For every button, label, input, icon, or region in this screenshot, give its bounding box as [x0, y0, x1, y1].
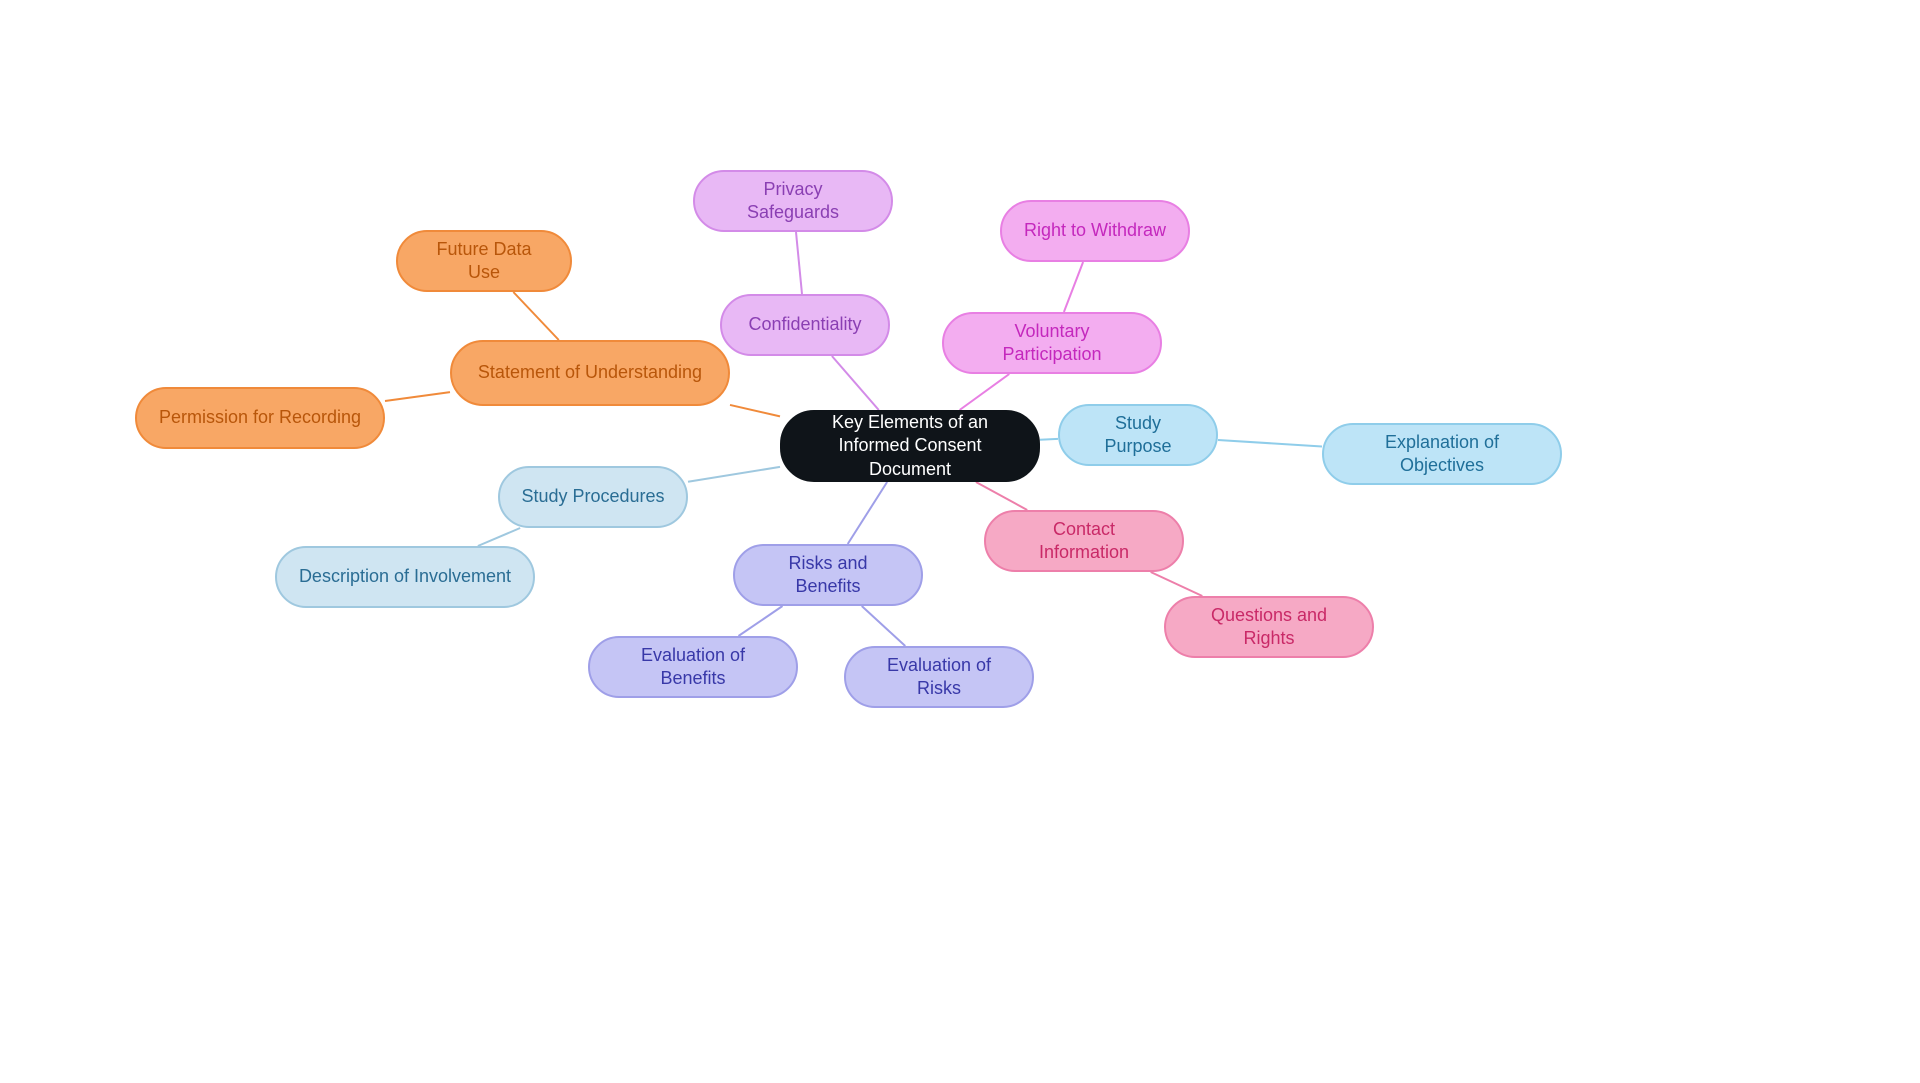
node-withdraw: Right to Withdraw [1000, 200, 1190, 262]
node-purpose: Study Purpose [1058, 404, 1218, 466]
node-future-data: Future Data Use [396, 230, 572, 292]
node-questions: Questions and Rights [1164, 596, 1374, 658]
node-label: Risks and Benefits [755, 552, 901, 599]
node-permission-rec: Permission for Recording [135, 387, 385, 449]
node-label: Confidentiality [748, 313, 861, 336]
node-contact: Contact Information [984, 510, 1184, 572]
edge [688, 467, 780, 482]
node-label: Right to Withdraw [1024, 219, 1166, 242]
node-label: Evaluation of Risks [866, 654, 1012, 701]
node-objectives: Explanation of Objectives [1322, 423, 1562, 485]
node-label: Key Elements of an Informed Consent Docu… [802, 411, 1018, 481]
node-label: Future Data Use [418, 238, 550, 285]
edge-layer [0, 0, 1920, 1083]
edge [1151, 572, 1203, 596]
node-involvement: Description of Involvement [275, 546, 535, 608]
edge [478, 528, 520, 546]
edge [513, 292, 558, 340]
node-center: Key Elements of an Informed Consent Docu… [780, 410, 1040, 482]
edge [848, 482, 887, 544]
node-privacy: Privacy Safeguards [693, 170, 893, 232]
edge [1218, 440, 1322, 447]
node-label: Permission for Recording [159, 406, 361, 429]
edge [960, 374, 1010, 410]
edge [1064, 262, 1083, 312]
edge [738, 606, 782, 636]
node-procedures: Study Procedures [498, 466, 688, 528]
node-eval-benefits: Evaluation of Benefits [588, 636, 798, 698]
edge [832, 356, 879, 410]
node-eval-risks: Evaluation of Risks [844, 646, 1034, 708]
node-label: Study Procedures [521, 485, 664, 508]
node-label: Explanation of Objectives [1344, 431, 1540, 478]
node-label: Voluntary Participation [964, 320, 1140, 367]
node-understanding: Statement of Understanding [450, 340, 730, 406]
node-label: Evaluation of Benefits [610, 644, 776, 691]
node-label: Description of Involvement [299, 565, 511, 588]
edge [730, 405, 780, 416]
node-label: Contact Information [1006, 518, 1162, 565]
node-label: Privacy Safeguards [715, 178, 871, 225]
node-label: Statement of Understanding [478, 361, 702, 384]
edge [385, 392, 450, 401]
node-voluntary: Voluntary Participation [942, 312, 1162, 374]
node-risks-benefits: Risks and Benefits [733, 544, 923, 606]
edge [862, 606, 906, 646]
edge [1040, 439, 1058, 440]
edge [796, 232, 802, 294]
node-label: Study Purpose [1080, 412, 1196, 459]
edge [976, 482, 1027, 510]
node-confidentiality: Confidentiality [720, 294, 890, 356]
node-label: Questions and Rights [1186, 604, 1352, 651]
